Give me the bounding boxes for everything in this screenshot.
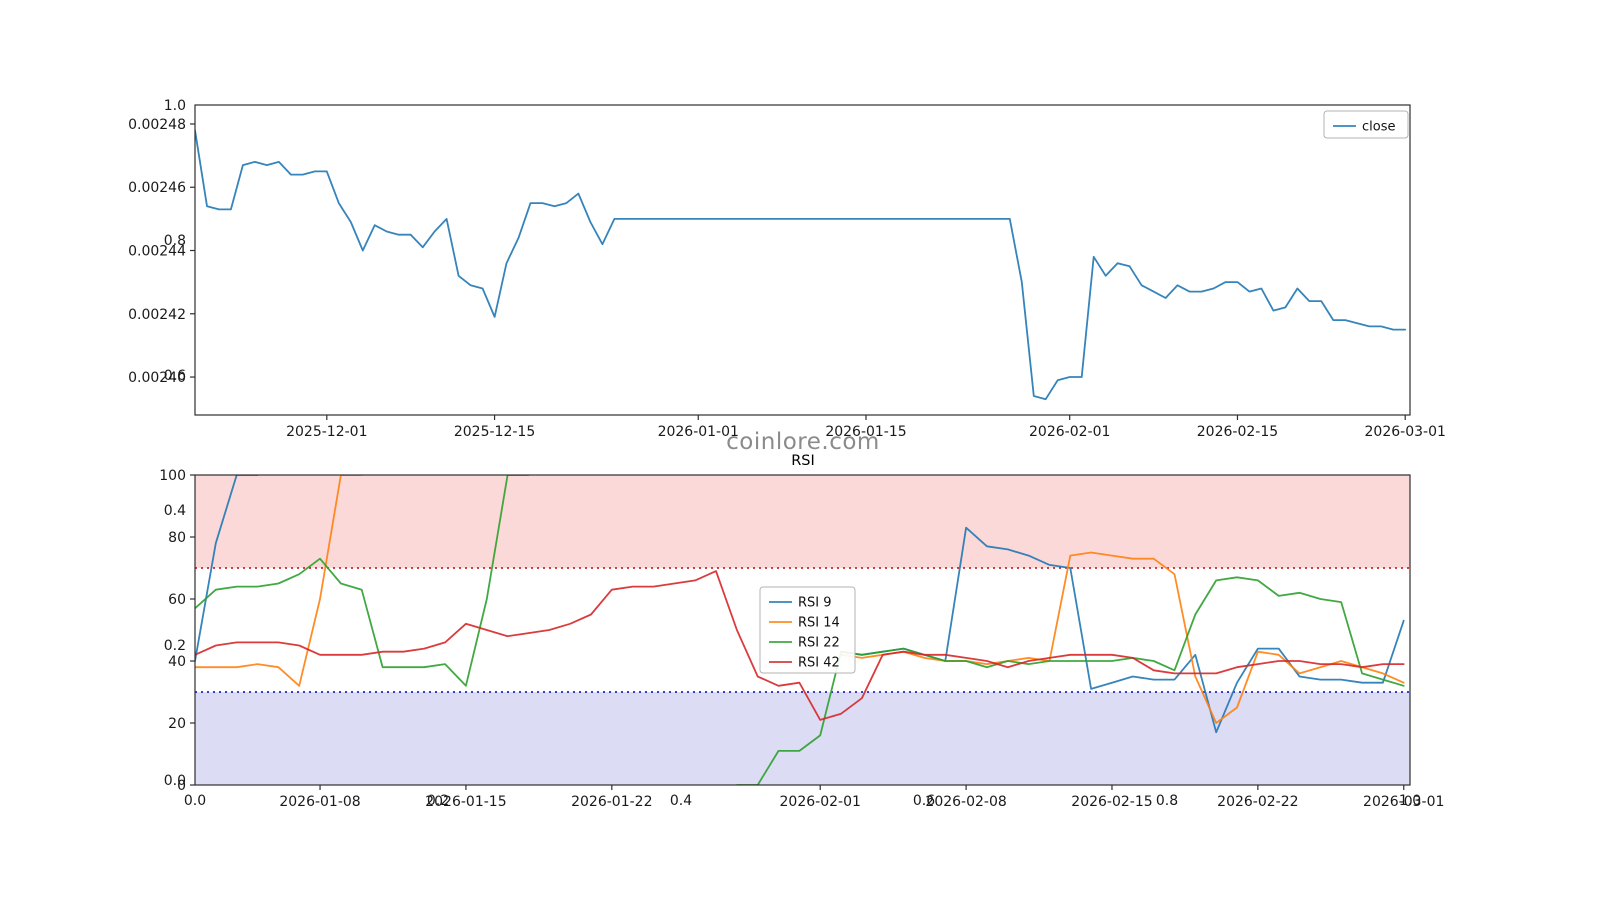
x-tick-label: 2026-01-08 xyxy=(279,794,360,810)
x-tick-label: 2025-12-15 xyxy=(454,424,535,440)
figure-x-tick-label: 0.0 xyxy=(184,793,206,809)
watermark-text: coinlore.com xyxy=(726,429,880,455)
series-close xyxy=(195,129,1407,401)
figure-y-tick-label: 0.0 xyxy=(164,773,186,789)
figure-x-tick-label: 0.6 xyxy=(913,793,935,809)
x-tick-label: 2026-02-22 xyxy=(1217,794,1298,810)
rsi-chart-title: RSI xyxy=(791,453,815,469)
figure-x-tick-label: 0.8 xyxy=(1156,793,1178,809)
figure-x-tick-label: 0.2 xyxy=(427,793,449,809)
figure-y-tick-label: 1.0 xyxy=(164,98,186,114)
y-tick-label: 0.00248 xyxy=(128,117,186,133)
x-tick-label: 2026-01-15 xyxy=(425,794,506,810)
x-tick-label: 2025-12-01 xyxy=(286,424,367,440)
price-chart: 2025-12-01 2025-12-15 2026-01-01 2026-01-15… xyxy=(128,104,1446,440)
x-tick-label: 2026-01-22 xyxy=(571,794,652,810)
series-rsi-14 xyxy=(195,475,1405,724)
figure-y-tick-label: 0.6 xyxy=(164,368,186,384)
rsi-chart: 2026-01-08 2026-01-15 2026-01-22 2026-02-01… xyxy=(159,468,1444,810)
rsi-legend: RSI 9 RSI 14 RSI 22 RSI 42 xyxy=(759,586,856,674)
x-tick-label: 2026-02-15 xyxy=(1071,794,1152,810)
y-tick-label: 0.00244 xyxy=(128,244,186,260)
x-tick-label: 2026-02-01 xyxy=(780,794,861,810)
x-tick-label: 2026-02-15 xyxy=(1197,424,1278,440)
oversold-band xyxy=(195,692,1410,785)
plot-border xyxy=(194,474,1411,786)
x-tick-label: 2026-03-01 xyxy=(1365,424,1446,440)
x-tick-label: 2026-02-08 xyxy=(925,794,1006,810)
y-tick-label: 60 xyxy=(168,592,186,608)
legend-label: RSI 14 xyxy=(798,616,840,631)
price-legend: close xyxy=(1323,110,1409,139)
figure-y-tick-label: 0.8 xyxy=(164,233,186,249)
y-tick-label: 100 xyxy=(159,468,186,484)
y-tick-label: 80 xyxy=(168,530,186,546)
y-tick-label: 20 xyxy=(168,716,186,732)
x-tick-label: 2026-01-01 xyxy=(658,424,739,440)
figure-x-tick-label: 0.4 xyxy=(670,793,692,809)
y-tick-label: 0.00240 xyxy=(128,370,186,386)
legend-label: RSI 22 xyxy=(798,636,840,651)
x-tick-label: 2026-03-01 xyxy=(1363,794,1444,810)
y-tick-label: 0.00246 xyxy=(128,180,186,196)
x-tick-label: 2026-01-15 xyxy=(825,424,906,440)
legend-label: close xyxy=(1362,120,1395,135)
legend-label: RSI 9 xyxy=(798,596,832,611)
legend-box xyxy=(759,586,856,674)
plot-border xyxy=(194,104,1411,416)
legend-label: RSI 42 xyxy=(798,656,840,671)
figure-y-tick-label: 0.2 xyxy=(164,638,186,654)
legend-box xyxy=(1323,110,1409,139)
figure-x-tick-label: 1.0 xyxy=(1399,793,1421,809)
y-tick-label: 0 xyxy=(177,778,186,794)
figure-axis-ticks: 1.0 0.8 0.6 0.4 0.2 0.0 0.0 0.2 0.4 0.6 0.8 1.0 xyxy=(164,98,1421,809)
y-tick-label: 0.00242 xyxy=(128,307,186,323)
overbought-band xyxy=(195,475,1410,568)
y-tick-label: 40 xyxy=(168,654,186,670)
x-tick-label: 2026-02-01 xyxy=(1029,424,1110,440)
figure-y-tick-label: 0.4 xyxy=(164,503,186,519)
series-rsi-42 xyxy=(195,570,1405,721)
